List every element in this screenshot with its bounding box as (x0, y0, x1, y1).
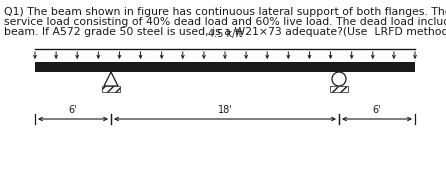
Bar (330, 86, 348, 92)
Text: beam. If A572 grade 50 steel is used, is a W21×73 adequate?(Use  LRFD method): beam. If A572 grade 50 steel is used, is… (4, 27, 446, 37)
Bar (35, 62, 415, 72)
Text: 4.5 k/ft: 4.5 k/ft (208, 29, 242, 39)
Text: Q1) The beam shown in figure has continuous lateral support of both flanges. The: Q1) The beam shown in figure has continu… (4, 7, 446, 17)
Text: 6': 6' (373, 105, 381, 115)
Text: 18': 18' (218, 105, 232, 115)
Text: service load consisting of 40% dead load and 60% live load. The dead load includ: service load consisting of 40% dead load… (4, 17, 446, 27)
Bar (102, 86, 120, 92)
Text: 6': 6' (69, 105, 77, 115)
